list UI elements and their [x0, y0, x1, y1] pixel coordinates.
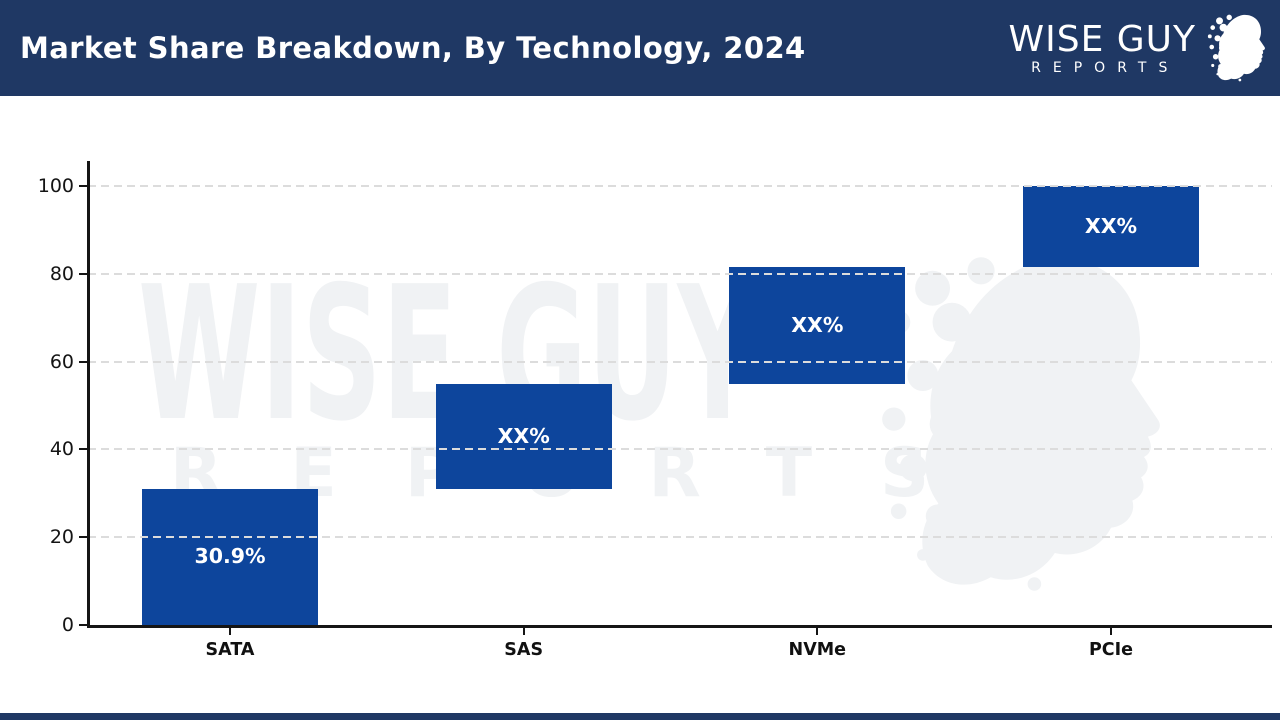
y-tick-label-100: 100 — [37, 175, 74, 197]
plot: 30.9% XX% XX% XX% 0 20 40 60 80 100 SATA SAS NVMe PCI… — [0, 96, 1280, 713]
bar-sas — [435, 383, 612, 490]
y-tick-label-60: 60 — [49, 350, 74, 373]
x-tick-pcie — [1110, 627, 1112, 635]
bar-sata — [142, 489, 318, 625]
wiseguy-logo: WISE GUY REPORTS — [1009, 9, 1269, 87]
gridline-20 — [88, 536, 1272, 539]
brand-name: WISE GUY — [1008, 18, 1196, 60]
y-tick-0 — [79, 624, 87, 626]
wiseguy-wordmark: WISE GUY REPORTS — [1008, 18, 1197, 76]
y-tick-label-0: 0 — [61, 614, 74, 636]
y-axis-spine — [87, 161, 90, 628]
wiseguy-head-icon — [1207, 14, 1265, 82]
x-axis-spine — [87, 625, 1272, 628]
bar-label-pcie: XX% — [1084, 214, 1138, 238]
bar-label-nvme: XX% — [791, 313, 844, 338]
y-tick-80 — [79, 272, 87, 275]
x-tick-label-nvme: NVMe — [788, 640, 847, 660]
bar-label-sata: 30.9% — [194, 544, 266, 569]
brand-subtitle: REPORTS — [1031, 59, 1180, 76]
gridline-100 — [88, 185, 1272, 187]
x-tick-sata — [229, 627, 231, 635]
chart-title: Market Share Breakdown, By Technology, 2… — [20, 31, 806, 65]
chart-area: WISE GUY REPORTS 30.9%XX%XX%XX%020406080… — [0, 96, 1280, 713]
gridline-80 — [88, 272, 1272, 275]
y-tick-60 — [79, 360, 87, 363]
x-tick-sas — [522, 627, 525, 635]
y-tick-label-40: 40 — [49, 438, 74, 461]
gridline-60 — [88, 360, 1272, 363]
y-tick-20 — [79, 536, 87, 539]
x-tick-nvme — [816, 627, 819, 635]
gridline-40 — [88, 448, 1272, 451]
y-tick-label-80: 80 — [49, 262, 74, 285]
header-bar: Market Share Breakdown, By Technology, 2… — [0, 0, 1280, 96]
bar-pcie — [1023, 186, 1199, 268]
footer-bar — [0, 713, 1280, 720]
bar-label-sas: XX% — [497, 423, 550, 448]
y-tick-100 — [79, 185, 87, 187]
x-tick-label-sas: SAS — [504, 640, 544, 660]
y-tick-label-20: 20 — [49, 526, 74, 549]
x-tick-label-sata: SATA — [205, 640, 255, 660]
x-tick-label-pcie: PCIe — [1088, 640, 1134, 660]
y-tick-40 — [79, 448, 87, 451]
